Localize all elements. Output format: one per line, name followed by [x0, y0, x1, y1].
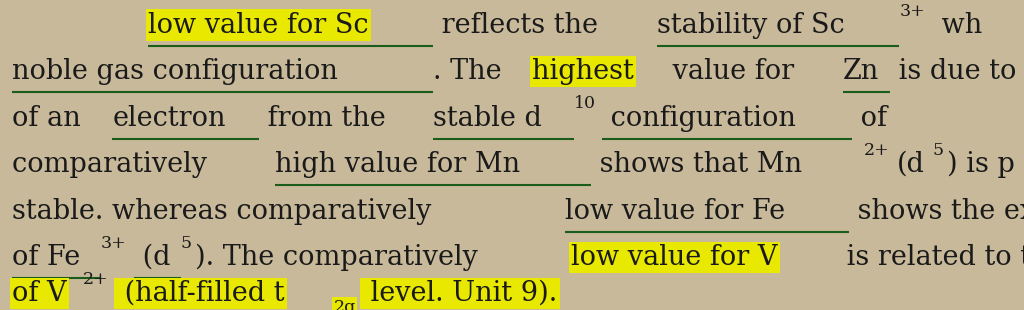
Text: high value for Mn: high value for Mn [275, 151, 520, 178]
Text: noble gas configuration: noble gas configuration [12, 58, 338, 85]
Text: level. Unit 9).: level. Unit 9). [362, 280, 557, 307]
Text: shows that Mn: shows that Mn [591, 151, 803, 178]
Text: is related to th: is related to th [838, 244, 1024, 271]
Text: 3+: 3+ [100, 235, 126, 252]
Text: . The: . The [433, 58, 510, 85]
Text: of Fe: of Fe [12, 244, 81, 271]
Text: (d: (d [133, 244, 170, 271]
Text: 5: 5 [180, 235, 191, 252]
Text: Zn: Zn [843, 58, 879, 85]
Text: low value for V: low value for V [571, 244, 777, 271]
Text: of: of [852, 104, 887, 131]
Text: stability of Sc: stability of Sc [657, 11, 845, 38]
Text: stable d: stable d [433, 104, 542, 131]
Text: value for: value for [664, 58, 803, 85]
Text: reflects the: reflects the [433, 11, 607, 38]
Text: 10: 10 [573, 95, 596, 113]
Text: of V: of V [12, 280, 67, 307]
Text: shows the ext: shows the ext [849, 197, 1024, 224]
Text: ) is p: ) is p [947, 151, 1015, 178]
Text: electron: electron [112, 104, 225, 131]
Text: highest: highest [532, 58, 634, 85]
Text: 2+: 2+ [83, 271, 109, 288]
Text: is due to th: is due to th [890, 58, 1024, 85]
Text: wh: wh [933, 11, 982, 38]
Text: from the: from the [259, 104, 394, 131]
Text: 2+: 2+ [863, 142, 890, 159]
Text: comparatively: comparatively [12, 151, 216, 178]
Text: configuration: configuration [602, 104, 796, 131]
Text: 2g: 2g [334, 299, 355, 310]
Text: (d: (d [897, 151, 925, 178]
Text: stable. whereas comparatively: stable. whereas comparatively [12, 197, 440, 224]
Text: 3+: 3+ [899, 2, 926, 20]
Text: low value for Sc: low value for Sc [148, 11, 369, 38]
Text: ). The comparatively: ). The comparatively [195, 244, 486, 271]
Text: of an: of an [12, 104, 90, 131]
Text: 5: 5 [933, 142, 944, 159]
Text: low value for Fe: low value for Fe [564, 197, 784, 224]
Text: (half-filled t: (half-filled t [116, 280, 285, 307]
